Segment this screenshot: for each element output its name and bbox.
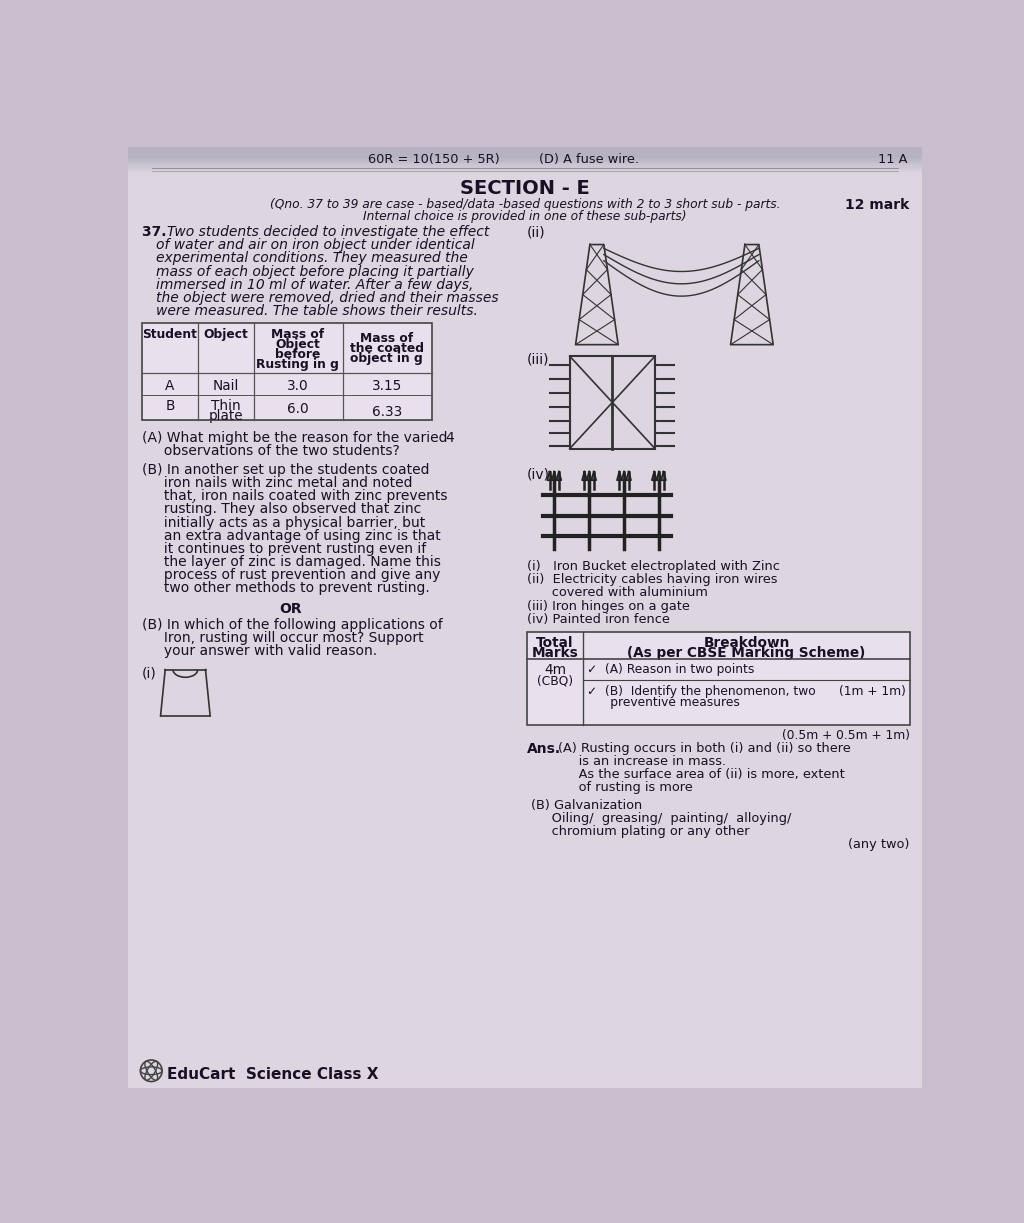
Text: (A) What might be the reason for the varied: (A) What might be the reason for the var… (142, 430, 447, 445)
Text: an extra advantage of using zinc is that: an extra advantage of using zinc is that (142, 528, 440, 543)
Text: Object: Object (275, 338, 321, 351)
Text: Iron, rusting will occur most? Support: Iron, rusting will occur most? Support (142, 631, 424, 645)
Text: two other methods to prevent rusting.: two other methods to prevent rusting. (142, 581, 430, 596)
Text: (any two): (any two) (849, 838, 910, 851)
Bar (128, 147, 922, 170)
Text: EduCart  Science Class X: EduCart Science Class X (167, 1066, 378, 1082)
Text: covered with aluminium: covered with aluminium (527, 587, 708, 599)
Text: 4m: 4m (544, 663, 566, 678)
Text: OR: OR (280, 602, 302, 616)
Text: ✓  (B)  Identify the phenomenon, two: ✓ (B) Identify the phenomenon, two (587, 685, 815, 698)
Text: (iv) Painted iron fence: (iv) Painted iron fence (527, 613, 670, 626)
Text: (i)   Iron Bucket electroplated with Zinc: (i) Iron Bucket electroplated with Zinc (527, 560, 780, 574)
Text: object in g: object in g (350, 352, 423, 366)
Bar (569, 356, 655, 449)
Text: (iii): (iii) (527, 352, 550, 367)
Text: Student: Student (142, 328, 198, 341)
Text: iron nails with zinc metal and noted: iron nails with zinc metal and noted (142, 476, 413, 490)
Text: B: B (165, 400, 174, 413)
Text: (iv): (iv) (527, 468, 550, 482)
Text: Internal choice is provided in one of these sub-parts): Internal choice is provided in one of th… (364, 210, 686, 223)
Text: (ii)  Electricity cables having iron wires: (ii) Electricity cables having iron wire… (527, 574, 777, 586)
Text: plate: plate (208, 410, 243, 423)
Text: 6.33: 6.33 (372, 406, 402, 419)
Bar (128, 147, 922, 163)
Text: 3.15: 3.15 (372, 379, 402, 394)
Text: initially acts as a physical barrier, but: initially acts as a physical barrier, bu… (142, 516, 425, 530)
Text: 11 A: 11 A (878, 153, 907, 166)
Text: (iii) Iron hinges on a gate: (iii) Iron hinges on a gate (527, 599, 690, 613)
Bar (527, 632, 910, 725)
Text: Oiling/  greasing/  painting/  alloying/: Oiling/ greasing/ painting/ alloying/ (531, 812, 792, 826)
Text: SECTION - E: SECTION - E (460, 179, 590, 198)
Text: (i): (i) (142, 667, 157, 680)
Text: process of rust prevention and give any: process of rust prevention and give any (142, 567, 440, 582)
Bar (128, 147, 922, 160)
Bar (128, 147, 922, 168)
Text: (A) Rusting occurs in both (i) and (ii) so there: (A) Rusting occurs in both (i) and (ii) … (558, 742, 851, 755)
Text: your answer with valid reason.: your answer with valid reason. (142, 645, 377, 658)
Text: that, iron nails coated with zinc prevents: that, iron nails coated with zinc preven… (142, 489, 447, 504)
Text: immersed in 10 ml of water. After a few days,: immersed in 10 ml of water. After a few … (156, 278, 473, 291)
Text: (ii): (ii) (527, 225, 546, 240)
Text: the coated: the coated (350, 342, 424, 356)
Text: 4: 4 (445, 430, 455, 445)
Text: rusting. They also observed that zinc: rusting. They also observed that zinc (142, 503, 421, 516)
Text: Total: Total (537, 636, 573, 649)
Text: 37.: 37. (142, 225, 171, 240)
Text: (B) Galvanization: (B) Galvanization (531, 799, 642, 812)
Text: (1m + 1m): (1m + 1m) (840, 685, 906, 698)
Bar (128, 147, 922, 172)
Text: 60R = 10(150 + 5R): 60R = 10(150 + 5R) (369, 153, 500, 166)
Text: Breakdown: Breakdown (703, 636, 790, 649)
Text: ✓  (A) Reason in two points: ✓ (A) Reason in two points (587, 663, 754, 676)
Text: Object: Object (204, 328, 248, 341)
Text: Two students decided to investigate the effect: Two students decided to investigate the … (167, 225, 489, 240)
Text: of water and air on iron object under identical: of water and air on iron object under id… (156, 238, 475, 252)
Text: the layer of zinc is damaged. Name this: the layer of zinc is damaged. Name this (142, 555, 440, 569)
Text: (As per CBSE Marking Scheme): (As per CBSE Marking Scheme) (628, 646, 865, 659)
Text: Nail: Nail (212, 379, 239, 394)
Text: Rusting in g: Rusting in g (256, 358, 339, 371)
Text: (B) In which of the following applications of: (B) In which of the following applicatio… (142, 618, 442, 632)
Text: 12 mark: 12 mark (845, 198, 909, 212)
Text: Mass of: Mass of (360, 333, 414, 345)
Bar (128, 147, 922, 175)
Text: 6.0: 6.0 (287, 402, 308, 416)
Text: (0.5m + 0.5m + 1m): (0.5m + 0.5m + 1m) (782, 729, 910, 742)
Text: it continues to prevent rusting even if: it continues to prevent rusting even if (142, 542, 426, 555)
Text: of rusting is more: of rusting is more (558, 781, 693, 794)
Text: the object were removed, dried and their masses: the object were removed, dried and their… (156, 291, 499, 305)
Text: (D) A fuse wire.: (D) A fuse wire. (539, 153, 639, 166)
Text: (Qno. 37 to 39 are case - based/data -based questions with 2 to 3 short sub - pa: (Qno. 37 to 39 are case - based/data -ba… (269, 198, 780, 210)
Text: Thin: Thin (211, 400, 241, 413)
Text: Marks: Marks (531, 646, 579, 659)
Text: is an increase in mass.: is an increase in mass. (558, 755, 726, 768)
Bar (142, 323, 432, 421)
Text: observations of the two students?: observations of the two students? (142, 444, 399, 457)
Bar (128, 147, 922, 165)
Text: experimental conditions. They measured the: experimental conditions. They measured t… (156, 252, 468, 265)
Text: 3.0: 3.0 (287, 379, 308, 394)
Text: mass of each object before placing it partially: mass of each object before placing it pa… (156, 264, 474, 279)
Text: preventive measures: preventive measures (587, 696, 739, 709)
Text: Mass of: Mass of (271, 328, 325, 341)
Text: before: before (275, 347, 321, 361)
Text: chromium plating or any other: chromium plating or any other (531, 826, 750, 838)
Bar (128, 147, 922, 158)
Text: (CBQ): (CBQ) (537, 674, 573, 687)
Text: A: A (165, 379, 174, 394)
Text: were measured. The table shows their results.: were measured. The table shows their res… (156, 303, 478, 318)
Text: As the surface area of (ii) is more, extent: As the surface area of (ii) is more, ext… (558, 768, 845, 781)
Text: Ans.: Ans. (527, 742, 561, 756)
Text: (B) In another set up the students coated: (B) In another set up the students coate… (142, 464, 429, 477)
